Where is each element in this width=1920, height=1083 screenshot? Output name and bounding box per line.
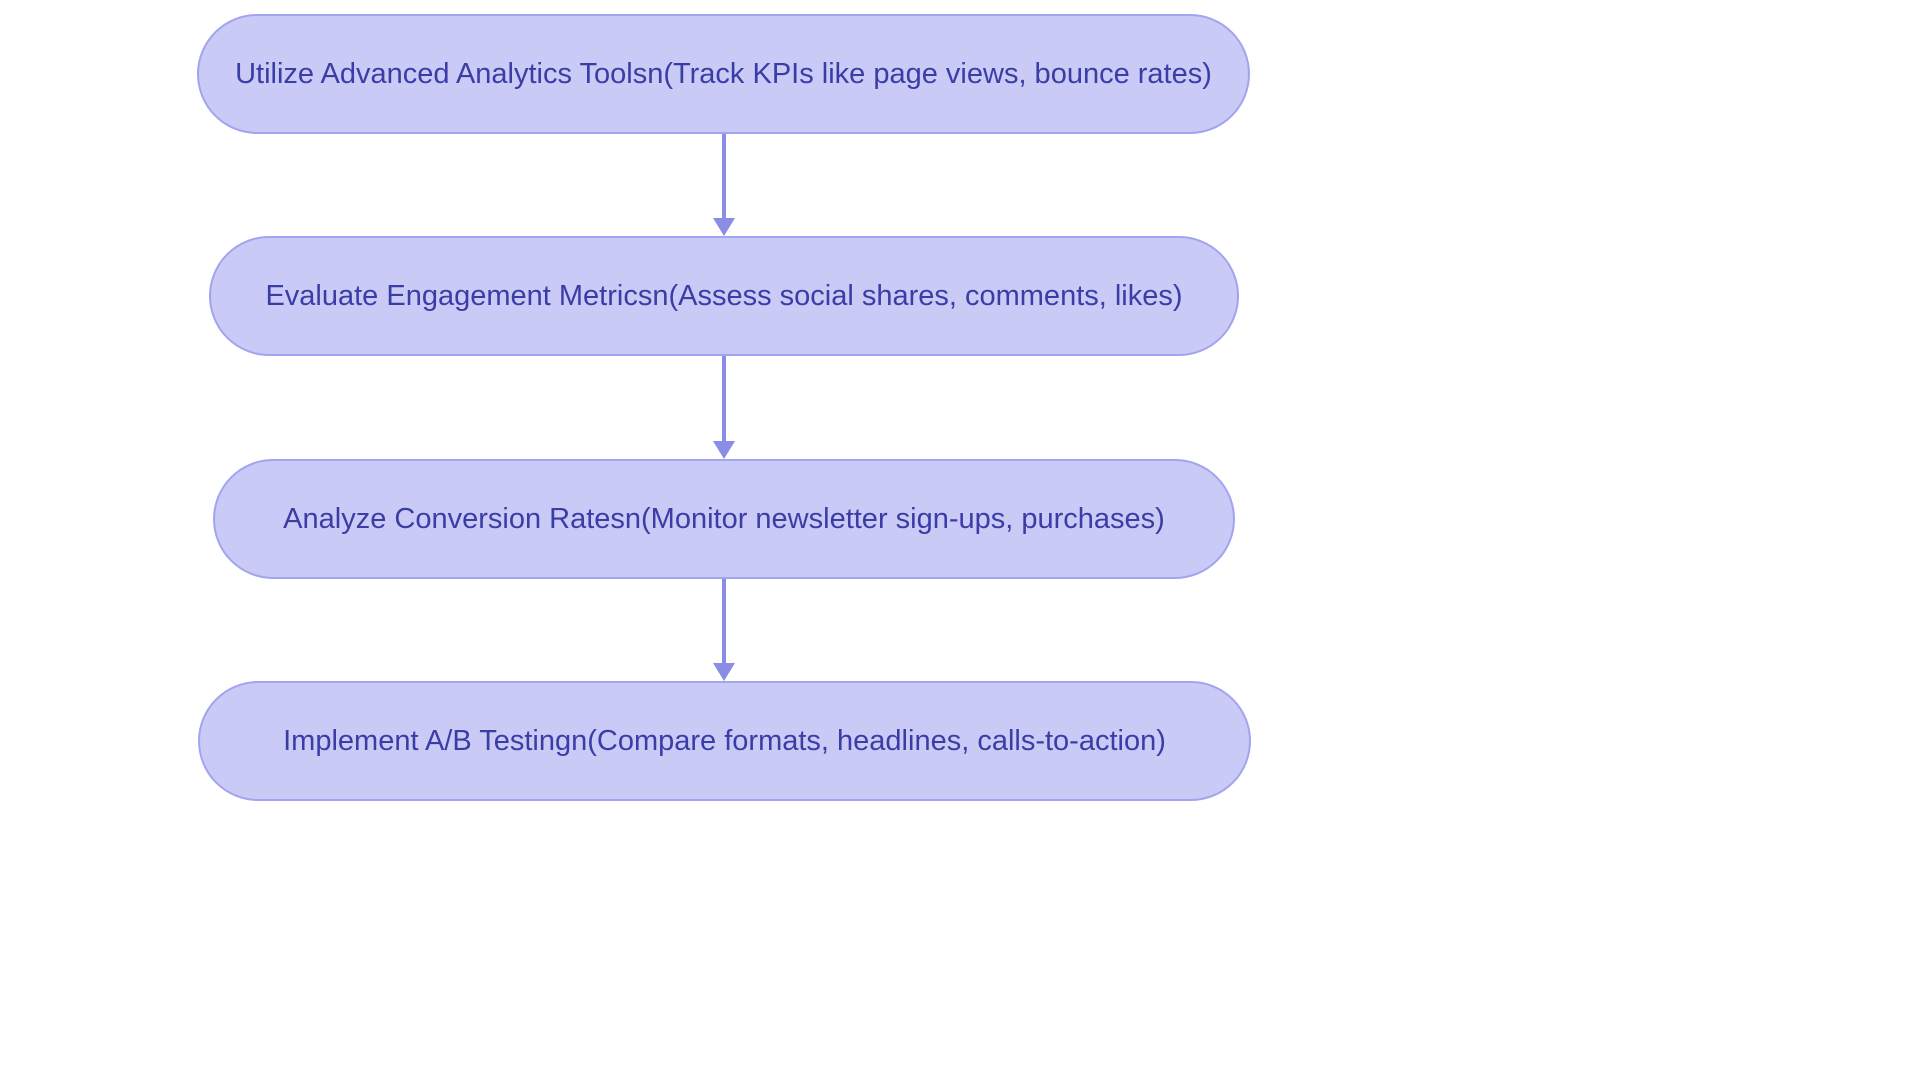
- arrow-line: [722, 579, 726, 663]
- flowchart-node: Analyze Conversion Ratesn(Monitor newsle…: [213, 459, 1235, 579]
- node-label: Evaluate Engagement Metricsn(Assess soci…: [265, 280, 1182, 313]
- arrow-line: [722, 356, 726, 441]
- flowchart-node: Utilize Advanced Analytics Toolsn(Track …: [197, 14, 1250, 134]
- node-label: Analyze Conversion Ratesn(Monitor newsle…: [283, 503, 1165, 536]
- flowchart-node: Evaluate Engagement Metricsn(Assess soci…: [209, 236, 1239, 356]
- arrow-head-icon: [713, 441, 735, 459]
- arrow-head-icon: [713, 218, 735, 236]
- flowchart-canvas: Utilize Advanced Analytics Toolsn(Track …: [0, 0, 1920, 1083]
- flowchart-node: Implement A/B Testingn(Compare formats, …: [198, 681, 1251, 801]
- arrow-head-icon: [713, 663, 735, 681]
- node-label: Utilize Advanced Analytics Toolsn(Track …: [235, 58, 1212, 91]
- arrow-line: [722, 134, 726, 218]
- node-label: Implement A/B Testingn(Compare formats, …: [283, 725, 1166, 758]
